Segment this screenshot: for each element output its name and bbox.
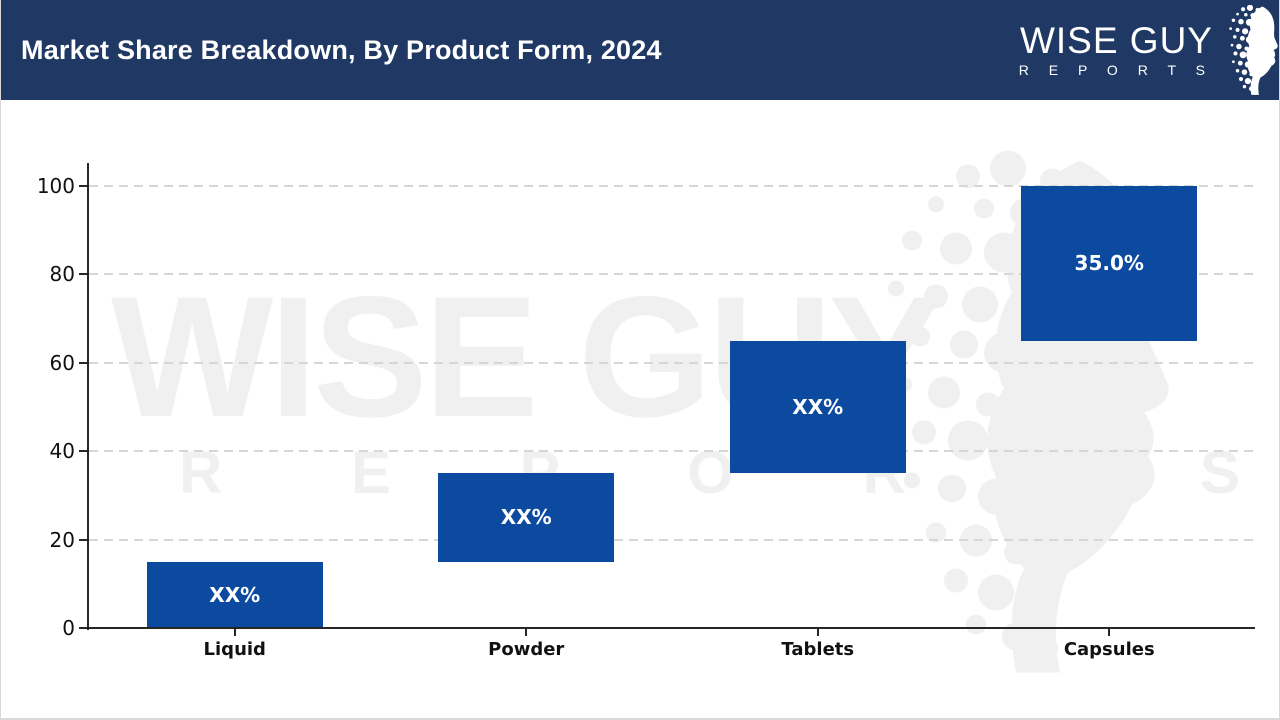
bar-value-label: XX% [500, 505, 552, 530]
brand-subtitle: R E P O R T S [1018, 62, 1213, 79]
y-tick-mark [79, 185, 87, 187]
bar-powder: XX% [438, 473, 615, 562]
y-tick-mark [79, 450, 87, 453]
gridline [89, 273, 1255, 276]
gridline [89, 361, 1255, 364]
x-tick-mark [233, 628, 236, 636]
header-bar: Market Share Breakdown, By Product Form,… [1, 0, 1279, 100]
bar-value-label: XX% [792, 394, 844, 419]
brand-head-icon [1229, 5, 1278, 95]
gridline [89, 538, 1255, 541]
y-tick-mark [79, 627, 87, 629]
x-category-label: Powder [488, 639, 565, 660]
brand-logo-text: WISE GUY R E P O R T S [1013, 19, 1213, 79]
bar-value-label: 35.0% [1074, 251, 1144, 276]
x-axis-line [87, 627, 1255, 629]
x-tick-mark [1108, 628, 1111, 636]
y-axis-line [87, 163, 89, 630]
x-tick-mark [525, 628, 528, 636]
bar-capsules: 35.0% [1021, 186, 1198, 341]
x-category-label: Liquid [203, 639, 266, 660]
page-title: Market Share Breakdown, By Product Form,… [21, 34, 662, 65]
y-tick-mark [79, 273, 87, 276]
y-tick-label: 20 [49, 527, 75, 552]
x-tick-mark [816, 628, 819, 636]
bar-tablets: XX% [729, 340, 906, 474]
y-tick-mark [79, 361, 87, 364]
y-tick-label: 80 [49, 262, 75, 287]
gridline [89, 450, 1255, 453]
bar-value-label: XX% [209, 582, 261, 607]
x-category-label: Tablets [781, 639, 855, 660]
y-tick-label: 60 [49, 350, 75, 375]
x-category-label: Capsules [1063, 639, 1155, 660]
y-tick-mark [79, 538, 87, 541]
brand-name: WISE GUY [1019, 19, 1213, 61]
gridline [89, 185, 1255, 187]
y-tick-label: 40 [49, 439, 75, 464]
y-tick-label: 0 [62, 616, 75, 640]
bar-liquid: XX% [146, 561, 323, 628]
y-tick-label: 100 [36, 174, 75, 198]
brand-logo: WISE GUY R E P O R T S [1013, 4, 1279, 96]
